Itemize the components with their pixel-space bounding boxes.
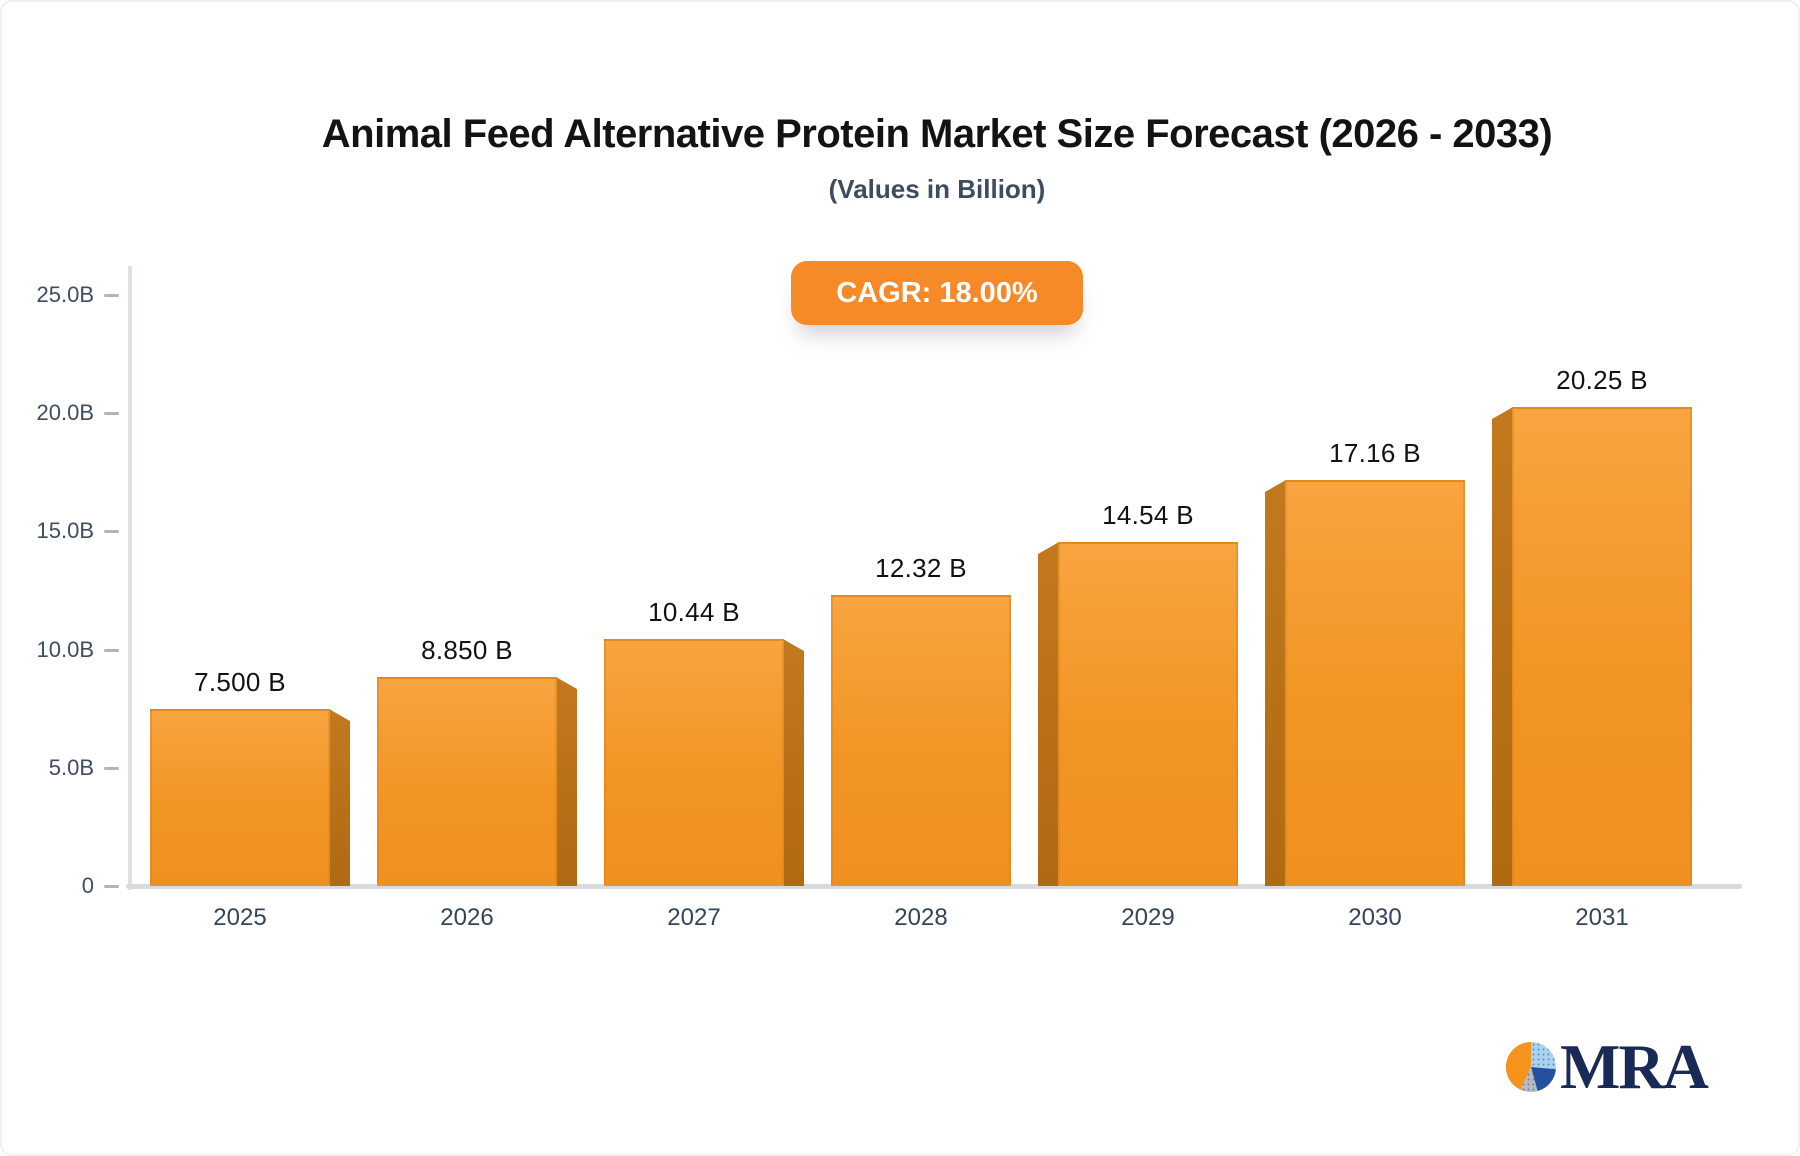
bar-2028	[831, 595, 1011, 886]
bar-2027	[604, 639, 784, 886]
chart-subtitle: (Values in Billion)	[828, 174, 1046, 204]
x-axis-category-label: 2027	[667, 904, 721, 931]
bar-value-label: 7.500 B	[194, 667, 286, 697]
y-axis-tick-mark	[104, 648, 119, 652]
bar-value-label: 17.16 B	[1329, 438, 1421, 468]
y-axis-tick-label: 5.0B	[48, 754, 94, 780]
y-axis-tick-mark	[104, 412, 119, 416]
x-axis-category-label: 2030	[1348, 904, 1402, 931]
bar-3d-side-2027	[783, 639, 804, 886]
bar-2026	[377, 677, 557, 886]
cagr-badge: CAGR: 18.00%	[791, 261, 1083, 325]
bar-2030	[1285, 480, 1465, 886]
y-axis-tick-label: 20.0B	[36, 400, 95, 426]
y-axis-tick-label: 10.0B	[36, 636, 95, 662]
y-axis-tick-label: 25.0B	[36, 282, 95, 307]
x-axis-category-label: 2026	[440, 904, 494, 931]
bar-value-label: 20.25 B	[1556, 365, 1648, 395]
y-axis-tick-mark	[104, 294, 119, 297]
x-axis-category-label: 2028	[894, 904, 948, 931]
mra-logo: MRA	[1506, 1031, 1709, 1102]
bar-value-label: 14.54 B	[1102, 500, 1194, 530]
x-axis-baseline	[126, 884, 1742, 889]
chart-title: Animal Feed Alternative Protein Market S…	[321, 112, 1553, 156]
bar-3d-side-2025	[329, 709, 350, 886]
x-axis-category-label: 2031	[1575, 904, 1629, 931]
bar-2029	[1058, 542, 1238, 886]
y-axis-tick-label: 0	[81, 873, 94, 898]
y-axis-tick-label: 15.0B	[36, 518, 95, 544]
y-axis-tick-mark	[104, 530, 119, 534]
y-axis-tick-mark	[104, 766, 119, 770]
x-axis-category-label: 2025	[213, 904, 267, 931]
bar-value-label: 10.44 B	[648, 597, 740, 627]
bar-3d-side-2031	[1492, 407, 1513, 886]
y-axis-line	[128, 266, 132, 890]
bar-2025	[150, 709, 330, 886]
x-axis-category-label: 2029	[1121, 904, 1175, 931]
bar-value-label: 8.850 B	[421, 635, 513, 665]
bar-3d-side-2029	[1038, 542, 1059, 886]
y-axis-tick-mark	[104, 885, 119, 888]
mra-logo-pie-icon	[1506, 1042, 1556, 1092]
bar-2031	[1512, 407, 1692, 886]
bar-value-label: 12.32 B	[875, 553, 967, 583]
bar-3d-side-2030	[1265, 480, 1286, 886]
bar-3d-side-2026	[556, 677, 577, 886]
mra-logo-text: MRA	[1560, 1031, 1709, 1102]
